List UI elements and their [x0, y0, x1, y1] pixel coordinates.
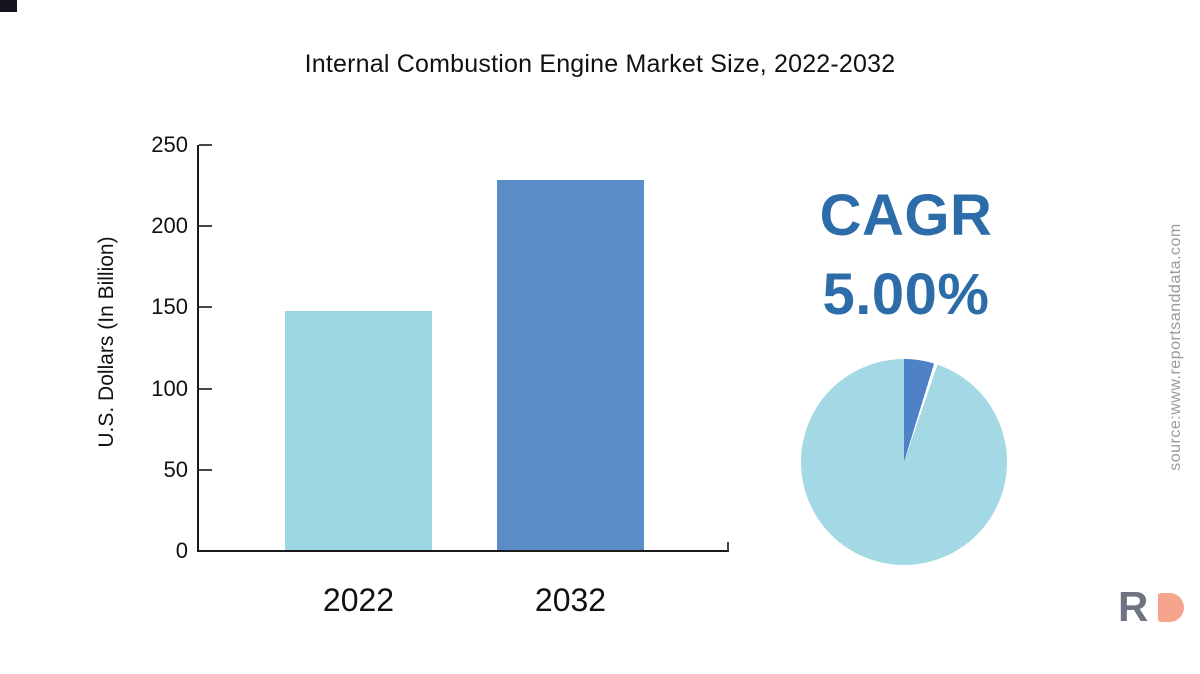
y-tick-mark — [199, 306, 212, 309]
cagr-label: CAGR — [819, 183, 993, 248]
cagr-value: 5.00% — [822, 262, 990, 327]
y-tick-mark — [199, 468, 212, 471]
source-credit: source:www.reportsanddata.com — [1167, 223, 1184, 471]
y-tick-mark — [199, 225, 212, 228]
y-axis-label: U.S. Dollars (In Billion) — [95, 236, 118, 448]
y-tick-label: 0 — [175, 538, 188, 563]
y-tick-label: 200 — [151, 213, 188, 239]
x-category-label: 2032 — [534, 582, 607, 618]
corner-mark — [0, 0, 17, 12]
reports-and-data-logo: R — [1118, 586, 1188, 628]
x-axis-end-tick — [727, 542, 729, 551]
y-tick-mark — [199, 144, 212, 146]
x-category-label: 2022 — [322, 582, 395, 618]
y-tick-label: 100 — [151, 375, 188, 401]
pie-chart — [801, 359, 1007, 565]
bar-2022 — [285, 311, 432, 550]
y-axis-line — [197, 145, 199, 551]
logo-r-letter: R — [1118, 583, 1149, 630]
x-axis-line — [197, 550, 729, 552]
bar-2032 — [497, 179, 644, 550]
logo-d-icon — [1158, 593, 1184, 622]
y-tick-mark — [199, 387, 212, 390]
y-tick-label: 150 — [151, 294, 188, 320]
y-tick-label: 50 — [163, 456, 188, 482]
chart-title: Internal Combustion Engine Market Size, … — [304, 50, 896, 78]
cagr-block: CAGR 5.00% — [790, 176, 1022, 334]
y-tick-label: 250 — [151, 132, 188, 157]
